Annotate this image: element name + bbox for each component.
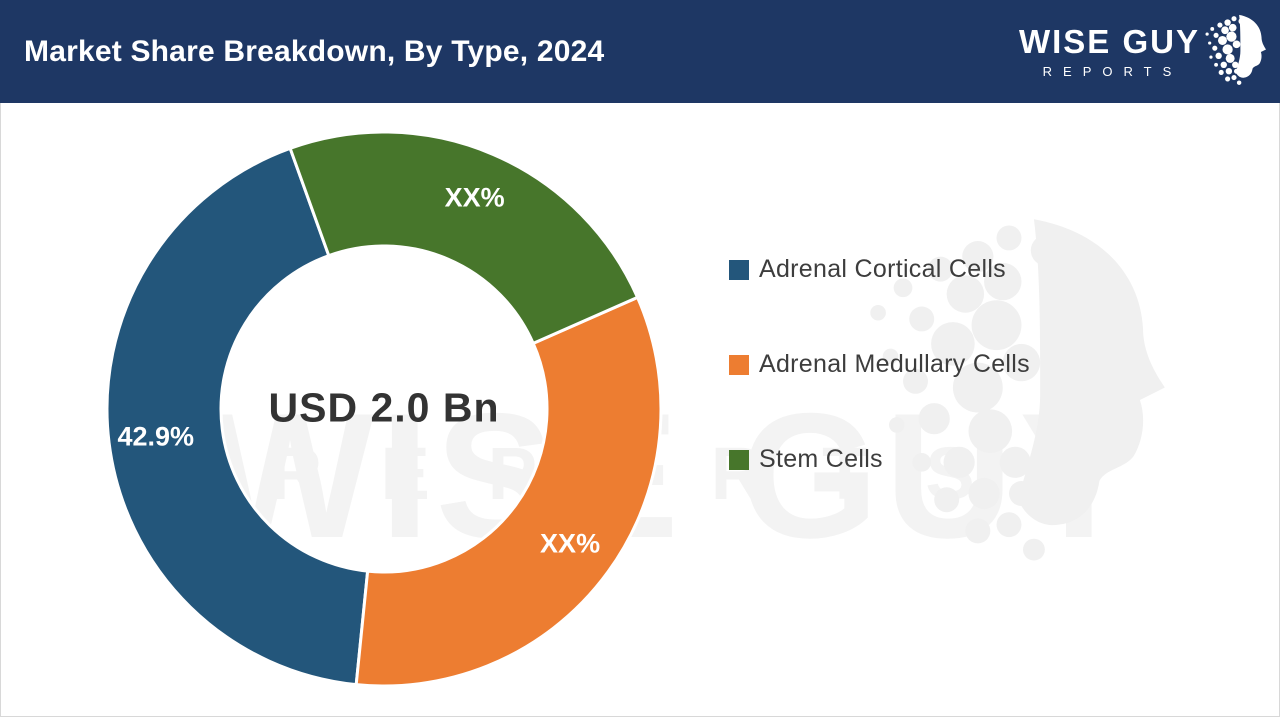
wiseguy-face-icon bbox=[1202, 12, 1266, 92]
chart-legend: Adrenal Cortical Cells Adrenal Medullary… bbox=[729, 255, 1030, 474]
page-title: Market Share Breakdown, By Type, 2024 bbox=[24, 34, 605, 68]
slice-percent-label: XX% bbox=[540, 528, 601, 559]
legend-label: Adrenal Medullary Cells bbox=[759, 350, 1030, 378]
legend-item-stem-cells: Stem Cells bbox=[729, 445, 1030, 474]
header-bar: Market Share Breakdown, By Type, 2024 WI… bbox=[0, 0, 1280, 103]
logo-subtitle: REPORTS bbox=[1042, 63, 1183, 79]
legend-label: Adrenal Cortical Cells bbox=[759, 255, 1006, 283]
legend-swatch-orange bbox=[729, 354, 749, 375]
wiseguy-logo-text: WISE GUY REPORTS bbox=[1019, 25, 1200, 79]
logo-wordmark: WISE GUY bbox=[1018, 22, 1200, 60]
legend-item-adrenal-cortical-cells: Adrenal Cortical Cells bbox=[729, 255, 1030, 284]
donut-slice-stem-cells bbox=[288, 130, 640, 345]
donut-center-value: USD 2.0 Bn bbox=[268, 384, 500, 431]
donut-slice-adrenal-cortical-cells bbox=[105, 146, 370, 687]
donut-slice-adrenal-medullary-cells bbox=[354, 295, 663, 688]
legend-item-adrenal-medullary-cells: Adrenal Medullary Cells bbox=[729, 350, 1030, 379]
legend-label: Stem Cells bbox=[759, 445, 883, 473]
wiseguy-logo: WISE GUY REPORTS bbox=[1019, 12, 1266, 92]
chart-canvas: WISE GUY REPORTS 42.9%XX%XX% USD 2.0 Bn … bbox=[0, 103, 1280, 717]
slice-percent-label: 42.9% bbox=[117, 421, 194, 452]
donut-chart bbox=[105, 130, 663, 688]
legend-swatch-green bbox=[729, 449, 749, 470]
slice-percent-label: XX% bbox=[444, 182, 505, 213]
legend-swatch-blue bbox=[729, 259, 749, 280]
